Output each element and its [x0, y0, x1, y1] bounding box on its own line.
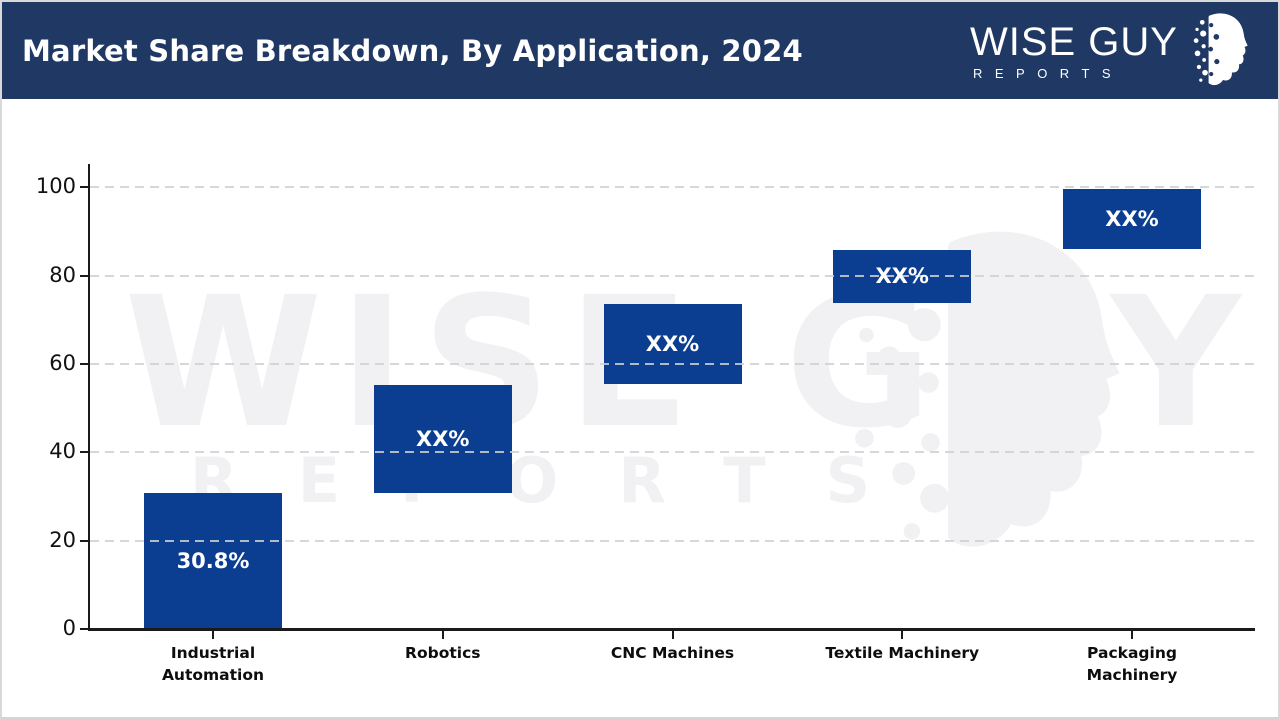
x-tick-label-line: Automation — [161, 665, 265, 684]
y-tick-mark — [80, 363, 88, 366]
x-tick-label: Industrial Automation — [98, 643, 328, 686]
y-tick-mark — [80, 274, 88, 277]
x-tick-mark — [1131, 631, 1133, 639]
x-tick-label-line: Machinery — [1086, 665, 1178, 684]
brand-head-icon — [1193, 12, 1248, 85]
x-tick-mark — [212, 631, 214, 639]
y-tick-label: 20 — [49, 527, 76, 552]
x-tick-mark — [901, 631, 904, 639]
y-tick-label: 40 — [49, 439, 76, 464]
bar-value-label: 30.8% — [176, 548, 250, 573]
waterfall-bar — [603, 303, 742, 385]
bar-value-label: XX% — [875, 264, 929, 289]
bar-value-label: XX% — [416, 427, 470, 452]
y-tick-mark — [80, 186, 88, 189]
waterfall-bar — [1063, 188, 1201, 249]
x-tick-label-line: Robotics — [405, 644, 481, 662]
y-tick-label: 100 — [35, 174, 76, 199]
gridline — [90, 186, 1255, 189]
x-axis-line — [88, 628, 1255, 631]
x-tick-label: Packaging Machinery — [1017, 643, 1247, 686]
gridline — [90, 363, 1255, 366]
x-tick-label-line: Packaging — [1087, 644, 1177, 662]
brand-logo-text: WISE GUY REPORTS — [970, 22, 1178, 80]
watermark-brand-subname: REPORTS — [190, 444, 931, 517]
y-tick-mark — [80, 628, 88, 630]
brand-name: WISE GUY — [969, 19, 1178, 64]
x-tick-label-line: CNC Machines — [610, 644, 735, 662]
gridline — [90, 539, 1255, 542]
gridline — [90, 274, 1255, 277]
x-tick-mark — [441, 631, 444, 639]
x-tick-label: CNC Machines — [558, 643, 788, 665]
y-tick-label: 0 — [62, 616, 76, 640]
x-tick-label-line: Textile Machinery — [825, 644, 980, 662]
gridline — [90, 451, 1255, 454]
brand-logo: WISE GUY REPORTS — [970, 11, 1260, 91]
waterfall-bar — [144, 492, 282, 629]
y-tick-mark — [80, 539, 88, 542]
y-axis-line — [88, 164, 90, 631]
x-tick-mark — [671, 631, 674, 639]
brand-subname: REPORTS — [972, 65, 1124, 81]
chart-title: Market Share Breakdown, By Application, … — [22, 33, 803, 68]
bar-value-label: XX% — [1105, 206, 1159, 231]
x-tick-label: Textile Machinery — [787, 643, 1017, 665]
waterfall-bar — [373, 385, 512, 493]
y-tick-mark — [80, 451, 88, 454]
x-tick-label: Robotics — [328, 643, 558, 665]
y-tick-label: 60 — [49, 351, 76, 376]
y-tick-label: 80 — [49, 262, 76, 287]
bar-value-label: XX% — [645, 332, 700, 357]
header-bar: Market Share Breakdown, By Application, … — [2, 2, 1278, 99]
x-tick-label-line: Industrial — [170, 644, 256, 662]
